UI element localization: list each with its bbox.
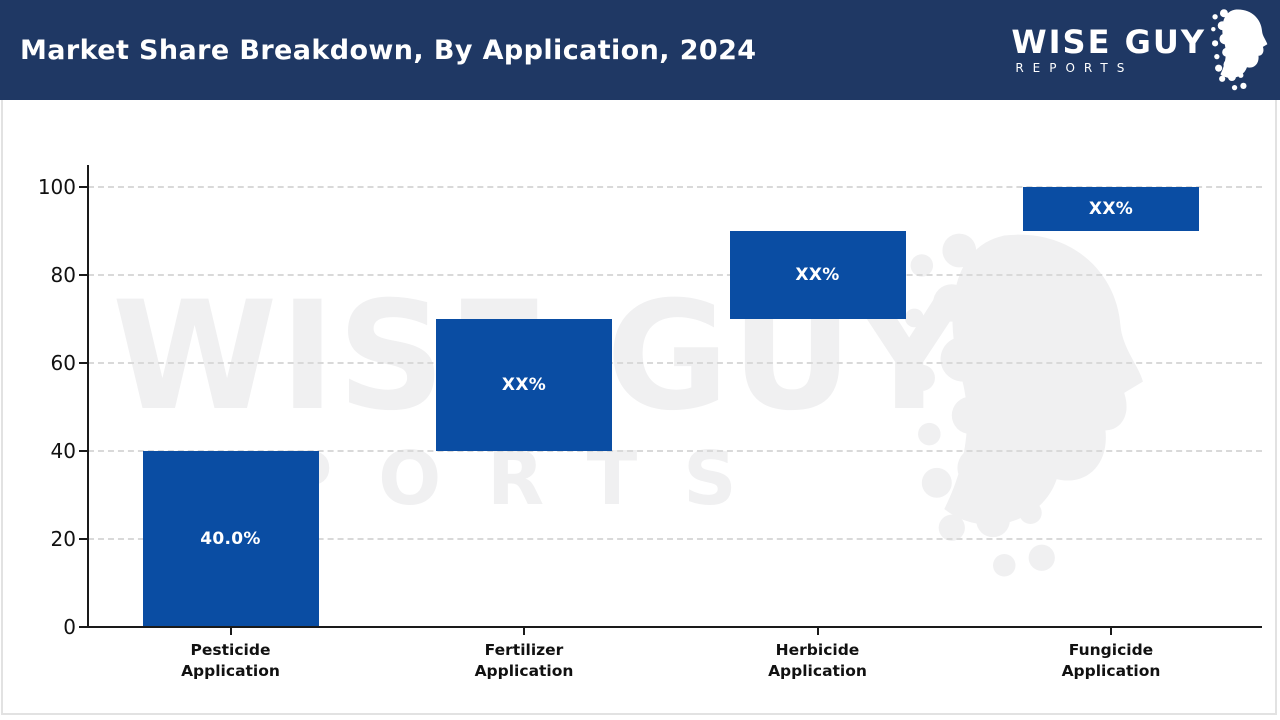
- x-tick-mark-0: [229, 628, 232, 635]
- gridline-y-80: [88, 274, 1262, 276]
- x-axis-line: [87, 626, 1262, 628]
- y-tick-label-20: 20: [50, 527, 76, 551]
- bar-fungicide-application: XX%: [1023, 187, 1199, 231]
- wise-guy-logo: WISE GUY REPORTS: [1011, 7, 1270, 93]
- y-axis-line: [87, 165, 89, 628]
- bar-pesticide-application: 40.0%: [142, 451, 319, 627]
- watermark-subtext: PORTS: [278, 436, 783, 522]
- bar-value-label: 40.0%: [200, 529, 261, 549]
- x-category-label-0: Pesticide Application: [181, 641, 280, 680]
- y-tick-mark-80: [79, 274, 88, 276]
- gridline-y-60: [88, 362, 1262, 364]
- bar-value-label: XX%: [501, 375, 547, 395]
- logo-text: WISE GUY REPORTS: [1011, 26, 1206, 74]
- x-tick-mark-3: [1110, 628, 1112, 635]
- y-tick-label-40: 40: [50, 439, 76, 463]
- bar-value-label: XX%: [1088, 199, 1134, 219]
- y-tick-mark-40: [79, 450, 88, 452]
- bar-value-label: XX%: [795, 265, 840, 285]
- x-tick-mark-2: [816, 628, 819, 635]
- logo-wordmark: WISE GUY: [1011, 23, 1206, 61]
- y-tick-label-60: 60: [50, 351, 76, 375]
- header: Market Share Breakdown, By Application, …: [0, 0, 1280, 100]
- bar-fertilizer-application: XX%: [436, 319, 612, 451]
- gridline-y-100: [88, 186, 1262, 188]
- x-tick-mark-1: [523, 628, 525, 635]
- y-tick-label-80: 80: [50, 263, 76, 287]
- y-tick-label-0: 0: [63, 615, 76, 639]
- x-category-label-2: Herbicide Application: [768, 641, 867, 680]
- y-tick-label-100: 100: [37, 175, 76, 199]
- logo-face-icon: [1211, 9, 1268, 91]
- bar-herbicide-application: XX%: [729, 231, 906, 319]
- chart-title: Market Share Breakdown, By Application, …: [20, 34, 757, 66]
- y-tick-mark-0: [79, 626, 88, 628]
- y-tick-mark-20: [79, 538, 88, 540]
- gridline-y-20: [88, 538, 1262, 540]
- gridline-y-40: [88, 450, 1262, 452]
- x-category-label-3: Fungicide Application: [1061, 641, 1161, 680]
- logo-subtext: REPORTS: [1015, 61, 1134, 75]
- x-category-label-1: Fertilizer Application: [474, 641, 574, 680]
- watermark-face-icon: [904, 233, 1143, 577]
- y-tick-mark-100: [79, 186, 88, 188]
- y-tick-mark-60: [79, 362, 88, 364]
